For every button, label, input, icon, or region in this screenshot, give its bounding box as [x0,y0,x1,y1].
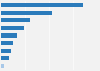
Bar [1,26,24,30]
Bar [1,11,52,15]
Bar [1,49,11,53]
Bar [1,64,4,68]
Bar [1,33,17,38]
Bar [1,3,83,7]
Bar [1,41,14,45]
Bar [1,56,9,60]
Bar [1,18,30,22]
